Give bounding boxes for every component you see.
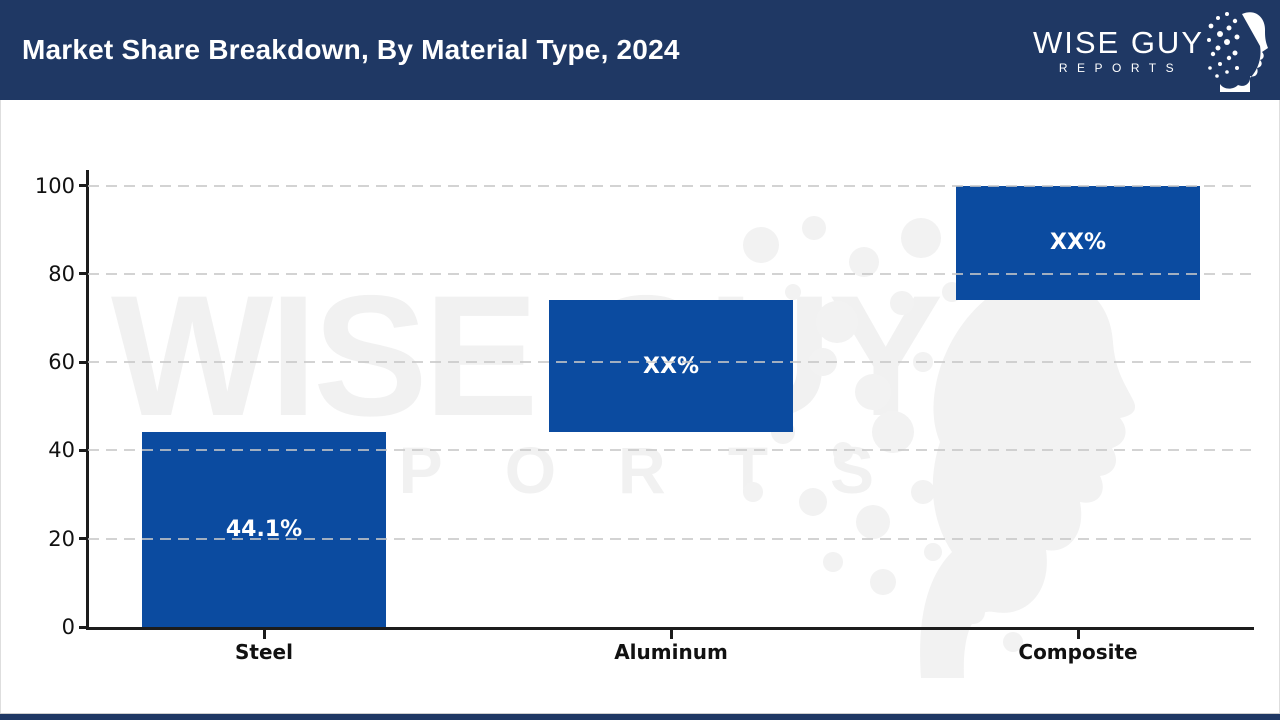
x-category-label: Aluminum (614, 640, 728, 664)
x-axis-line (86, 627, 1254, 630)
bar-aluminum: XX% (549, 300, 793, 433)
header-bar: Market Share Breakdown, By Material Type… (0, 0, 1280, 100)
gridline (88, 361, 1254, 364)
plot-region: 0 20 40 60 80 100 44.1% Steel XX% Aluminum XX% Comp… (1, 100, 1279, 713)
y-tick-label: 20 (48, 526, 75, 551)
gridline (88, 449, 1254, 452)
logo-face-icon (1207, 12, 1268, 92)
y-tick-label: 0 (61, 615, 75, 639)
chart-title: Market Share Breakdown, By Material Type… (22, 34, 680, 65)
y-tick-mark (79, 360, 88, 364)
footer-bar (0, 714, 1280, 720)
bar-steel: 44.1% (142, 432, 386, 627)
gridline (88, 272, 1254, 275)
y-tick-mark (79, 625, 88, 629)
x-category-label: Steel (235, 640, 293, 664)
x-tick-mark (669, 630, 673, 639)
logo-text: WISE GUY REPORTS (1033, 27, 1204, 74)
y-tick-mark (79, 184, 88, 187)
bar-value-label: XX% (1050, 230, 1106, 256)
bar-composite: XX% (956, 185, 1200, 301)
y-tick-mark (79, 272, 88, 276)
x-tick-mark (262, 630, 266, 639)
y-tick-label: 100 (34, 173, 75, 198)
y-tick-mark (79, 448, 88, 452)
footer-divider (0, 713, 1280, 714)
y-axis-line (86, 170, 89, 630)
y-tick-label: 40 (48, 438, 75, 463)
x-category-label: Composite (1018, 640, 1138, 664)
gridline (88, 537, 1254, 540)
y-tick-label: 60 (48, 350, 75, 375)
logo-wordmark: WISE GUY (1032, 24, 1204, 60)
y-tick-label: 80 (48, 261, 75, 286)
bar-value-label: XX% (643, 353, 699, 379)
logo-subtext: REPORTS (1058, 60, 1184, 75)
y-tick-mark (79, 537, 88, 541)
x-tick-mark (1076, 630, 1080, 639)
wise-guy-reports-logo: WISE GUY REPORTS (1033, 8, 1268, 92)
chart-area: WISE GUY REPORTS (0, 100, 1280, 713)
gridline (88, 184, 1254, 187)
